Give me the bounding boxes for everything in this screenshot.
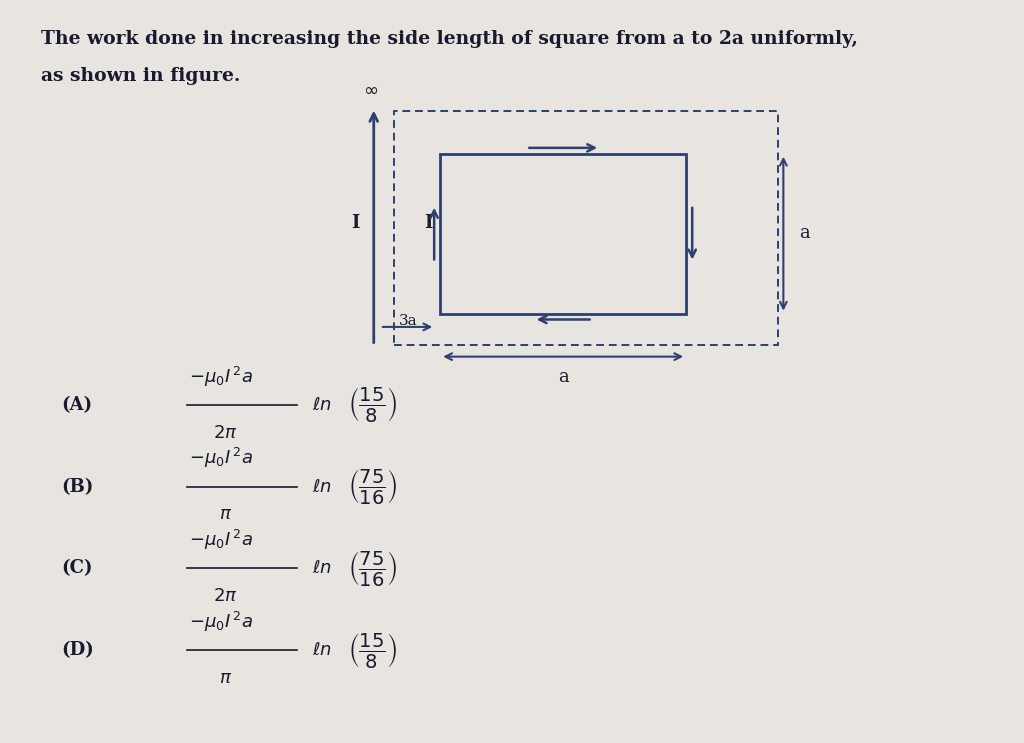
Text: $2\pi$: $2\pi$ bbox=[213, 424, 238, 441]
Text: $\ell n$: $\ell n$ bbox=[312, 396, 332, 414]
Bar bbox=[394, 111, 778, 345]
Text: $-\mu_0 I^{\,2}a$: $-\mu_0 I^{\,2}a$ bbox=[189, 610, 254, 634]
Text: I: I bbox=[351, 214, 359, 232]
Text: $2\pi$: $2\pi$ bbox=[213, 587, 238, 605]
Text: I: I bbox=[424, 214, 432, 232]
Text: (C): (C) bbox=[61, 559, 93, 577]
Text: $\left(\dfrac{75}{16}\right)$: $\left(\dfrac{75}{16}\right)$ bbox=[348, 467, 397, 506]
Text: $\pi$: $\pi$ bbox=[219, 505, 231, 523]
Text: as shown in figure.: as shown in figure. bbox=[41, 67, 241, 85]
Text: (B): (B) bbox=[61, 478, 94, 496]
Text: (D): (D) bbox=[61, 641, 94, 659]
Text: $\infty$: $\infty$ bbox=[364, 81, 378, 99]
Text: a: a bbox=[558, 368, 568, 386]
Text: $-\mu_0 I^{\,2}a$: $-\mu_0 I^{\,2}a$ bbox=[189, 447, 254, 470]
Text: $\left(\dfrac{15}{8}\right)$: $\left(\dfrac{15}{8}\right)$ bbox=[348, 631, 397, 669]
Bar bbox=[440, 154, 686, 314]
Text: a: a bbox=[799, 224, 809, 242]
Text: $\ell n$: $\ell n$ bbox=[312, 641, 332, 659]
Text: $-\mu_0 I^{\,2}a$: $-\mu_0 I^{\,2}a$ bbox=[189, 365, 254, 389]
Text: $-\mu_0 I^{\,2}a$: $-\mu_0 I^{\,2}a$ bbox=[189, 528, 254, 552]
Text: The work done in increasing the side length of square from a to 2a uniformly,: The work done in increasing the side len… bbox=[41, 30, 858, 48]
Text: 3a: 3a bbox=[399, 314, 418, 328]
Text: $\left(\dfrac{75}{16}\right)$: $\left(\dfrac{75}{16}\right)$ bbox=[348, 549, 397, 588]
Text: $\ell n$: $\ell n$ bbox=[312, 559, 332, 577]
Text: $\ell n$: $\ell n$ bbox=[312, 478, 332, 496]
Text: $\left(\dfrac{15}{8}\right)$: $\left(\dfrac{15}{8}\right)$ bbox=[348, 386, 397, 424]
Text: (A): (A) bbox=[61, 396, 92, 414]
Text: $\pi$: $\pi$ bbox=[219, 669, 231, 687]
